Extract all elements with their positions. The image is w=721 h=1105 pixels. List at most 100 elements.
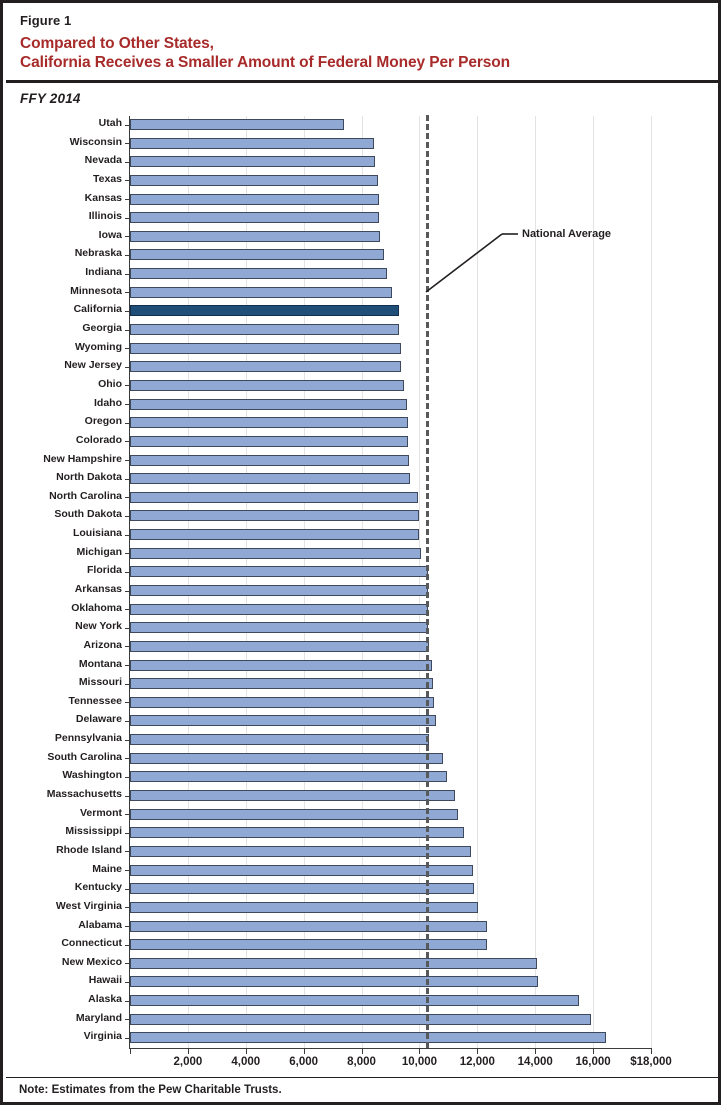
bar-iowa xyxy=(130,230,380,242)
y-axis-tick xyxy=(125,404,130,406)
bar-new-mexico xyxy=(130,957,537,969)
y-axis-tick xyxy=(125,646,130,648)
y-axis-label-vermont: Vermont xyxy=(79,806,122,819)
x-axis-tick xyxy=(187,1048,189,1054)
gridline xyxy=(245,116,247,1048)
y-axis-label-missouri: Missouri xyxy=(78,676,122,689)
chart-row: Hawaii xyxy=(89,973,651,992)
chart-row: Virginia xyxy=(84,1029,651,1048)
y-axis-tick xyxy=(125,758,130,760)
x-axis-tick xyxy=(130,1048,131,1054)
x-axis-tick xyxy=(303,1048,305,1054)
y-axis-label-kentucky: Kentucky xyxy=(74,881,122,894)
y-axis-tick xyxy=(125,422,130,424)
y-axis-label-colorado: Colorado xyxy=(75,433,122,446)
y-axis-label-tennessee: Tennessee xyxy=(68,694,123,707)
chart-row: New Hampshire xyxy=(43,452,651,471)
chart-row: Montana xyxy=(79,657,651,676)
y-axis-label-pennsylvania: Pennsylvania xyxy=(54,732,122,745)
chart-row: North Dakota xyxy=(56,470,651,489)
bar-mississippi xyxy=(130,827,465,839)
chart-row: Vermont xyxy=(80,806,651,825)
y-axis-label-illinois: Illinois xyxy=(88,210,122,223)
y-axis-label-oregon: Oregon xyxy=(84,415,122,428)
chart-row: Illinois xyxy=(89,209,651,228)
y-axis-label-michigan: Michigan xyxy=(76,545,122,558)
bar-wyoming xyxy=(130,342,401,354)
y-axis-label-delaware: Delaware xyxy=(75,713,122,726)
bar-utah xyxy=(130,119,344,130)
national-average-line xyxy=(426,115,430,1048)
bar-new-jersey xyxy=(130,361,402,373)
y-axis-tick xyxy=(125,161,130,163)
chart-row: Texas xyxy=(93,172,651,191)
bar-new-york xyxy=(130,622,429,634)
national-average-leader-line xyxy=(425,233,518,293)
y-axis-tick xyxy=(125,851,130,853)
y-axis-label-nevada: Nevada xyxy=(84,154,122,167)
bar-kentucky xyxy=(130,883,474,895)
chart-row: Massachusetts xyxy=(47,787,651,806)
y-axis-label-minnesota: Minnesota xyxy=(70,284,122,297)
chart-row: Mississippi xyxy=(65,824,651,843)
y-axis-tick xyxy=(125,571,130,573)
y-axis-tick xyxy=(125,739,130,741)
x-axis-label-6000: 6,000 xyxy=(289,1056,319,1068)
y-axis-tick xyxy=(125,981,130,983)
y-axis-label-oklahoma: Oklahoma xyxy=(71,601,122,614)
chart-row: Oregon xyxy=(85,414,651,433)
y-axis-tick xyxy=(125,1037,130,1039)
x-axis-label-16000: 16,000 xyxy=(575,1056,611,1068)
y-axis-tick xyxy=(125,907,130,909)
y-axis-label-maryland: Maryland xyxy=(75,1011,122,1024)
chart-row: Colorado xyxy=(76,433,651,452)
chart-row: Rhode Island xyxy=(56,843,651,862)
chart-row: Iowa xyxy=(99,228,651,247)
chart-row: Georgia xyxy=(82,321,651,340)
chart-row: Louisiana xyxy=(73,526,651,545)
figure-title-block: Figure 1 Compared to Other States, Calif… xyxy=(6,6,718,83)
y-axis-label-new-york: New York xyxy=(75,620,122,633)
bar-rhode-island xyxy=(130,845,471,857)
bar-hawaii xyxy=(130,976,539,988)
gridline xyxy=(361,116,363,1048)
bar-california xyxy=(130,305,399,317)
bar-idaho xyxy=(130,398,407,410)
y-axis-tick xyxy=(125,926,130,928)
x-axis-tick xyxy=(419,1048,421,1054)
y-axis-tick xyxy=(125,348,130,350)
y-axis-tick xyxy=(125,329,130,331)
y-axis-label-texas: Texas xyxy=(93,172,122,185)
y-axis-label-rhode-island: Rhode Island xyxy=(56,843,122,856)
y-axis-tick xyxy=(125,143,130,145)
chart-row: West Virginia xyxy=(56,899,651,918)
chart-row: Pennsylvania xyxy=(55,731,651,750)
y-axis-label-georgia: Georgia xyxy=(82,322,122,335)
chart-row: Kansas xyxy=(85,191,651,210)
bar-colorado xyxy=(130,435,409,447)
bar-texas xyxy=(130,174,379,186)
chart-row: Minnesota xyxy=(70,284,651,303)
chart-row: Maine xyxy=(92,862,651,881)
figure-subtitle: FFY 2014 xyxy=(20,91,81,106)
bar-pennsylvania xyxy=(130,734,429,746)
bar-montana xyxy=(130,659,432,671)
chart-row: Wisconsin xyxy=(70,135,651,154)
y-axis-label-indiana: Indiana xyxy=(85,266,122,279)
y-axis-tick xyxy=(125,870,130,872)
bar-north-dakota xyxy=(130,473,410,485)
y-axis-label-idaho: Idaho xyxy=(94,396,122,409)
y-axis-label-hawaii: Hawaii xyxy=(88,974,122,987)
y-axis-tick xyxy=(125,832,130,834)
y-axis-tick xyxy=(125,515,130,517)
chart-row: Wyoming xyxy=(75,340,651,359)
y-axis-tick xyxy=(125,665,130,667)
y-axis-tick xyxy=(125,310,130,312)
figure-number: Figure 1 xyxy=(20,13,72,28)
bar-alaska xyxy=(130,995,579,1007)
y-axis-label-wisconsin: Wisconsin xyxy=(69,135,122,148)
y-axis-label-louisiana: Louisiana xyxy=(72,527,122,540)
y-axis-tick xyxy=(125,590,130,592)
x-axis-tick xyxy=(477,1048,479,1054)
y-axis-label-montana: Montana xyxy=(78,657,122,670)
